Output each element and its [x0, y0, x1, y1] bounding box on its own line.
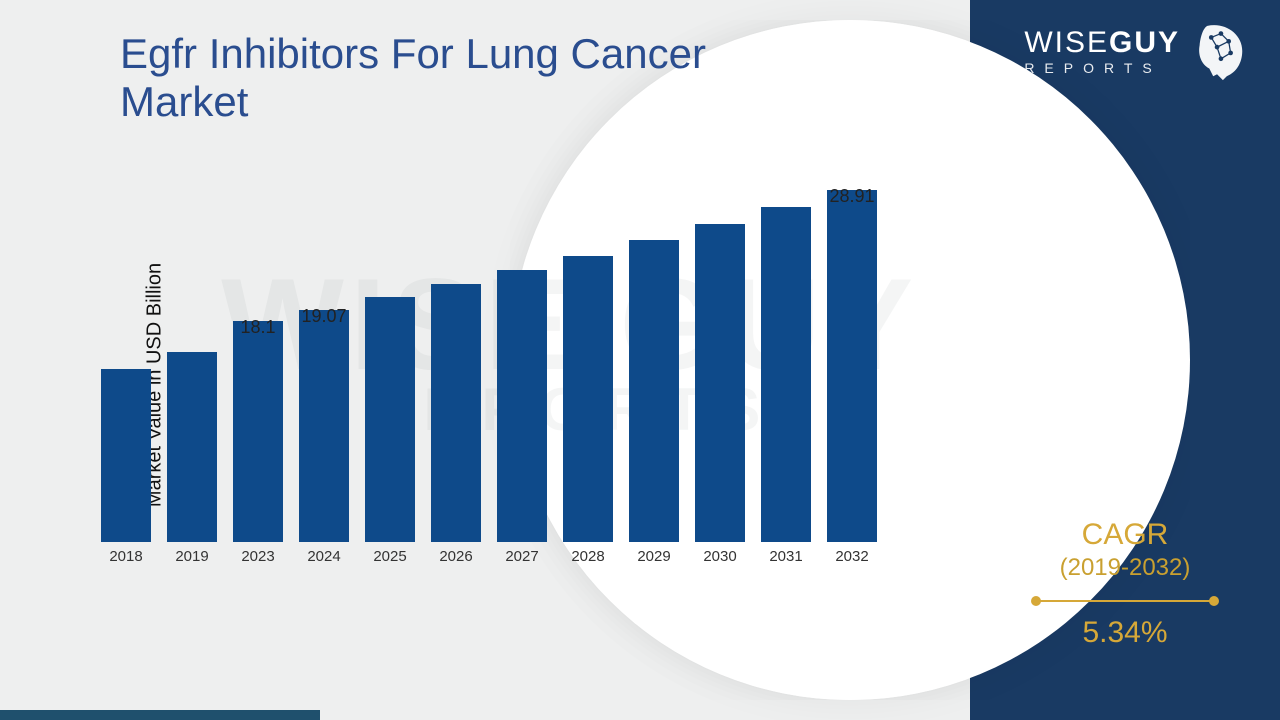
- x-tick-label: 2028: [571, 548, 604, 565]
- cagr-title: CAGR: [1010, 518, 1240, 552]
- x-tick-label: 2023: [241, 548, 274, 565]
- bar-chart: Market Value in USD Billion 2018201918.1…: [95, 175, 895, 595]
- bar-rect: [695, 224, 745, 542]
- x-tick-label: 2032: [835, 548, 868, 565]
- bar-rect: [233, 321, 283, 542]
- bar-rect: [101, 369, 151, 542]
- bar-rect: [563, 256, 613, 542]
- x-tick-label: 2030: [703, 548, 736, 565]
- x-tick-label: 2031: [769, 548, 802, 565]
- x-tick-label: 2018: [109, 548, 142, 565]
- bar-rect: [761, 207, 811, 542]
- chart-title: Egfr Inhibitors For Lung Cancer Market: [120, 30, 840, 127]
- bar-value-label: 19.07: [301, 306, 346, 327]
- brand-line1: WISEGUY: [1024, 26, 1180, 60]
- bar-rect: [299, 310, 349, 542]
- bar-2027: 2027: [497, 270, 547, 565]
- bar-2029: 2029: [629, 240, 679, 565]
- brain-head-icon: [1188, 20, 1250, 82]
- bar-rect: [167, 352, 217, 542]
- bar-2018: 2018: [101, 369, 151, 565]
- bar-rect: [827, 190, 877, 542]
- bar-2032: 28.912032: [827, 190, 877, 565]
- bar-rect: [497, 270, 547, 542]
- x-tick-label: 2019: [175, 548, 208, 565]
- cagr-block: CAGR (2019-2032) 5.34%: [1010, 518, 1240, 650]
- bar-2030: 2030: [695, 224, 745, 565]
- bar-rect: [629, 240, 679, 542]
- bar-2026: 2026: [431, 284, 481, 565]
- cagr-divider: [1035, 600, 1215, 602]
- bar-value-label: 28.91: [829, 186, 874, 207]
- bars-container: 2018201918.1202319.072024202520262027202…: [95, 175, 895, 565]
- bar-2031: 2031: [761, 207, 811, 565]
- bar-value-label: 18.1: [240, 317, 275, 338]
- brand-word2: GUY: [1109, 26, 1180, 59]
- cagr-range: (2019-2032): [1010, 554, 1240, 582]
- bar-2023: 18.12023: [233, 321, 283, 565]
- brand-logo-text: WISEGUY REPORTS: [1024, 26, 1180, 76]
- x-tick-label: 2024: [307, 548, 340, 565]
- x-tick-label: 2026: [439, 548, 472, 565]
- bar-rect: [365, 297, 415, 542]
- brand-line2: REPORTS: [1024, 60, 1180, 76]
- x-tick-label: 2025: [373, 548, 406, 565]
- bar-2024: 19.072024: [299, 310, 349, 565]
- bar-2025: 2025: [365, 297, 415, 565]
- bottom-accent-bar: [0, 710, 320, 720]
- cagr-value: 5.34%: [1010, 616, 1240, 650]
- bar-2019: 2019: [167, 352, 217, 565]
- infographic-canvas: WISE GUY REPORTS Egfr Inhibitors For Lun…: [0, 0, 1280, 720]
- brand-word1: WISE: [1024, 26, 1109, 59]
- bar-2028: 2028: [563, 256, 613, 565]
- bar-rect: [431, 284, 481, 542]
- brand-logo: WISEGUY REPORTS: [1024, 20, 1250, 82]
- x-tick-label: 2027: [505, 548, 538, 565]
- x-tick-label: 2029: [637, 548, 670, 565]
